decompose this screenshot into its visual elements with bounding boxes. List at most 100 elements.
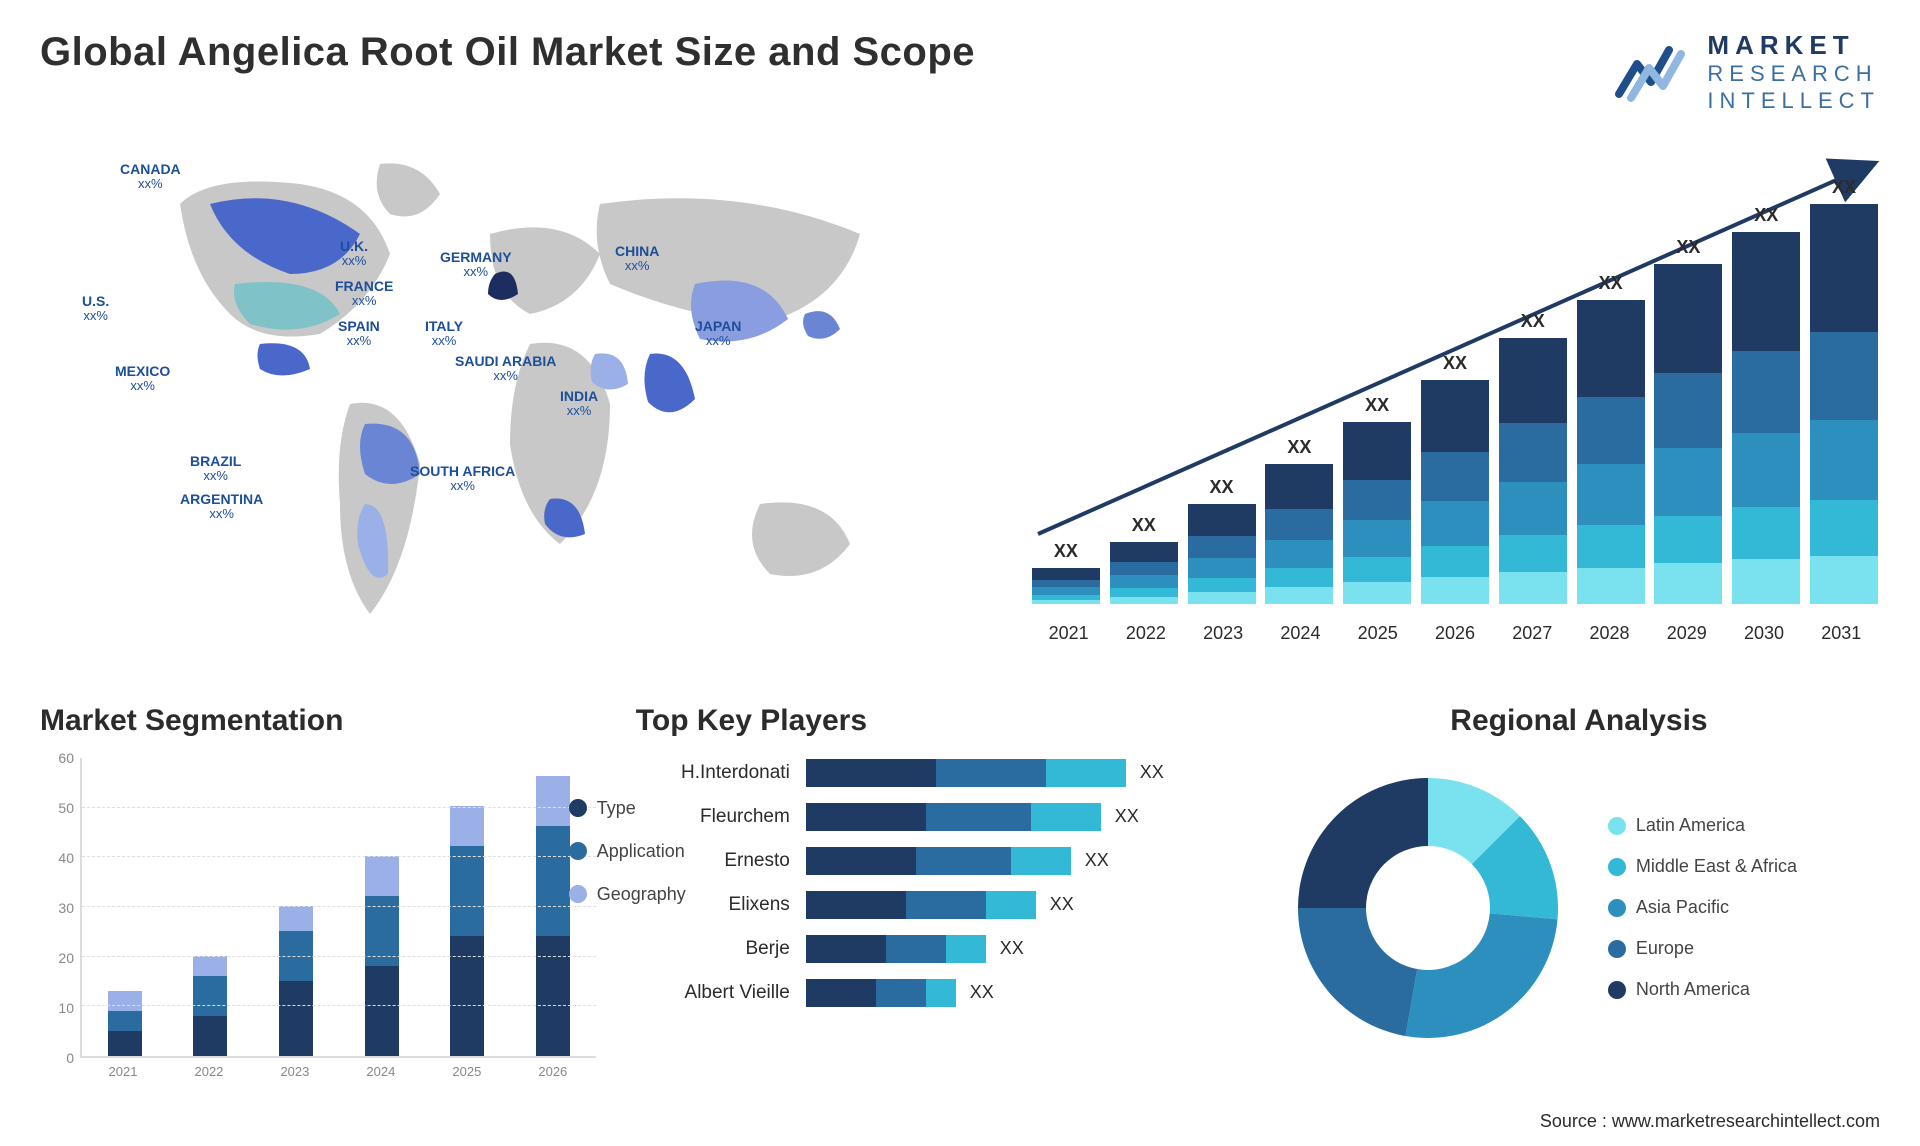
- page-title: Global Angelica Root Oil Market Size and…: [40, 30, 975, 75]
- forecast-year: 2030: [1725, 623, 1802, 644]
- forecast-col-2023: XX: [1186, 477, 1258, 604]
- regional-legend-label: Europe: [1636, 938, 1694, 959]
- forecast-value-label: XX: [1676, 237, 1700, 258]
- map-label-pct: xx%: [180, 507, 263, 521]
- map-label-saudi-arabia: SAUDI ARABIAxx%: [455, 354, 556, 384]
- map-label-france: FRANCExx%: [335, 279, 393, 309]
- forecast-seg: [1265, 540, 1333, 568]
- forecast-seg: [1499, 572, 1567, 604]
- map-label-name: JAPAN: [695, 319, 741, 334]
- seg-col-2021: [108, 991, 142, 1056]
- map-label-u-s-: U.S.xx%: [82, 294, 109, 324]
- forecast-seg: [1032, 587, 1100, 594]
- regional-legend: Latin America Middle East & Africa Asia Pa…: [1608, 815, 1797, 1000]
- forecast-seg: [1421, 577, 1489, 604]
- forecast-seg: [1499, 423, 1567, 482]
- forecast-seg: [1110, 575, 1178, 587]
- map-label-name: SAUDI ARABIA: [455, 354, 556, 369]
- donut-slice: [1298, 778, 1428, 908]
- regional-donut: [1278, 758, 1578, 1058]
- map-label-pct: xx%: [425, 334, 463, 348]
- seg-year: 2023: [252, 1058, 338, 1079]
- seg-ytick: 40: [58, 850, 74, 866]
- forecast-year: 2024: [1262, 623, 1339, 644]
- seg-col-2026: [536, 776, 570, 1056]
- key-player-bar: [806, 759, 1126, 787]
- seg-seg: [536, 776, 570, 826]
- forecast-year: 2021: [1030, 623, 1107, 644]
- forecast-seg: [1654, 373, 1722, 448]
- forecast-seg: [1499, 535, 1567, 572]
- map-label-name: U.S.: [82, 294, 109, 309]
- seg-seg: [536, 936, 570, 1056]
- seg-seg: [450, 806, 484, 846]
- donut-slice: [1298, 908, 1417, 1036]
- key-player-row: Albert VieilleXX: [636, 978, 1238, 1008]
- map-label-pct: xx%: [560, 404, 598, 418]
- forecast-seg: [1810, 204, 1878, 332]
- map-label-name: CANADA: [120, 162, 181, 177]
- key-player-bar: [806, 803, 1101, 831]
- seg-seg: [193, 1016, 227, 1056]
- seg-seg: [279, 981, 313, 1056]
- brand-market: MARKET: [1707, 30, 1880, 61]
- map-label-pct: xx%: [82, 309, 109, 323]
- forecast-seg: [1654, 264, 1722, 373]
- map-label-u-k-: U.K.xx%: [340, 239, 368, 269]
- regional-legend-label: North America: [1636, 979, 1750, 1000]
- key-player-bar: [806, 891, 1036, 919]
- forecast-seg: [1343, 582, 1411, 604]
- forecast-seg: [1032, 580, 1100, 588]
- seg-seg: [450, 936, 484, 1056]
- map-label-pct: xx%: [410, 479, 515, 493]
- forecast-seg: [1188, 504, 1256, 536]
- legend-dot-icon: [1608, 940, 1626, 958]
- map-label-pct: xx%: [120, 177, 181, 191]
- seg-seg: [108, 1031, 142, 1056]
- legend-dot-icon: [1608, 858, 1626, 876]
- forecast-year: 2026: [1416, 623, 1493, 644]
- key-player-seg: [916, 847, 1011, 875]
- seg-seg: [365, 856, 399, 896]
- key-player-row: H.InterdonatiXX: [636, 758, 1238, 788]
- regional-legend-item: Asia Pacific: [1608, 897, 1797, 918]
- key-player-value: XX: [1140, 762, 1164, 783]
- regional-legend-label: Middle East & Africa: [1636, 856, 1797, 877]
- map-label-name: CHINA: [615, 244, 659, 259]
- map-label-argentina: ARGENTINAxx%: [180, 492, 263, 522]
- forecast-seg: [1732, 559, 1800, 604]
- forecast-seg: [1265, 464, 1333, 509]
- map-label-pct: xx%: [115, 379, 170, 393]
- forecast-seg: [1188, 592, 1256, 604]
- forecast-col-2029: XX: [1653, 237, 1725, 604]
- key-player-seg: [806, 935, 886, 963]
- key-player-seg: [906, 891, 986, 919]
- forecast-seg: [1421, 501, 1489, 546]
- brand-logo: MARKET RESEARCH INTELLECT: [1613, 30, 1880, 114]
- key-player-value: XX: [1000, 938, 1024, 959]
- forecast-year: 2023: [1185, 623, 1262, 644]
- key-player-seg: [1031, 803, 1101, 831]
- seg-ytick: 60: [58, 750, 74, 766]
- seg-seg: [193, 956, 227, 976]
- regional-title: Regional Analysis: [1278, 704, 1880, 738]
- map-label-canada: CANADAxx%: [120, 162, 181, 192]
- key-player-value: XX: [1050, 894, 1074, 915]
- forecast-col-2022: XX: [1108, 515, 1180, 604]
- seg-seg: [450, 846, 484, 936]
- seg-year: 2025: [424, 1058, 510, 1079]
- forecast-seg: [1654, 448, 1722, 516]
- world-map: CANADAxx%U.S.xx%MEXICOxx%BRAZILxx%ARGENT…: [40, 144, 1000, 654]
- map-label-name: INDIA: [560, 389, 598, 404]
- forecast-seg: [1732, 351, 1800, 433]
- legend-dot-icon: [1608, 817, 1626, 835]
- key-player-name: Berje: [636, 938, 806, 960]
- key-player-row: ErnestoXX: [636, 846, 1238, 876]
- seg-seg: [193, 976, 227, 1016]
- map-label-pct: xx%: [695, 334, 741, 348]
- regional-legend-item: Latin America: [1608, 815, 1797, 836]
- regional-legend-label: Asia Pacific: [1636, 897, 1729, 918]
- forecast-seg: [1732, 507, 1800, 559]
- map-label-pct: xx%: [440, 265, 512, 279]
- forecast-seg: [1343, 480, 1411, 520]
